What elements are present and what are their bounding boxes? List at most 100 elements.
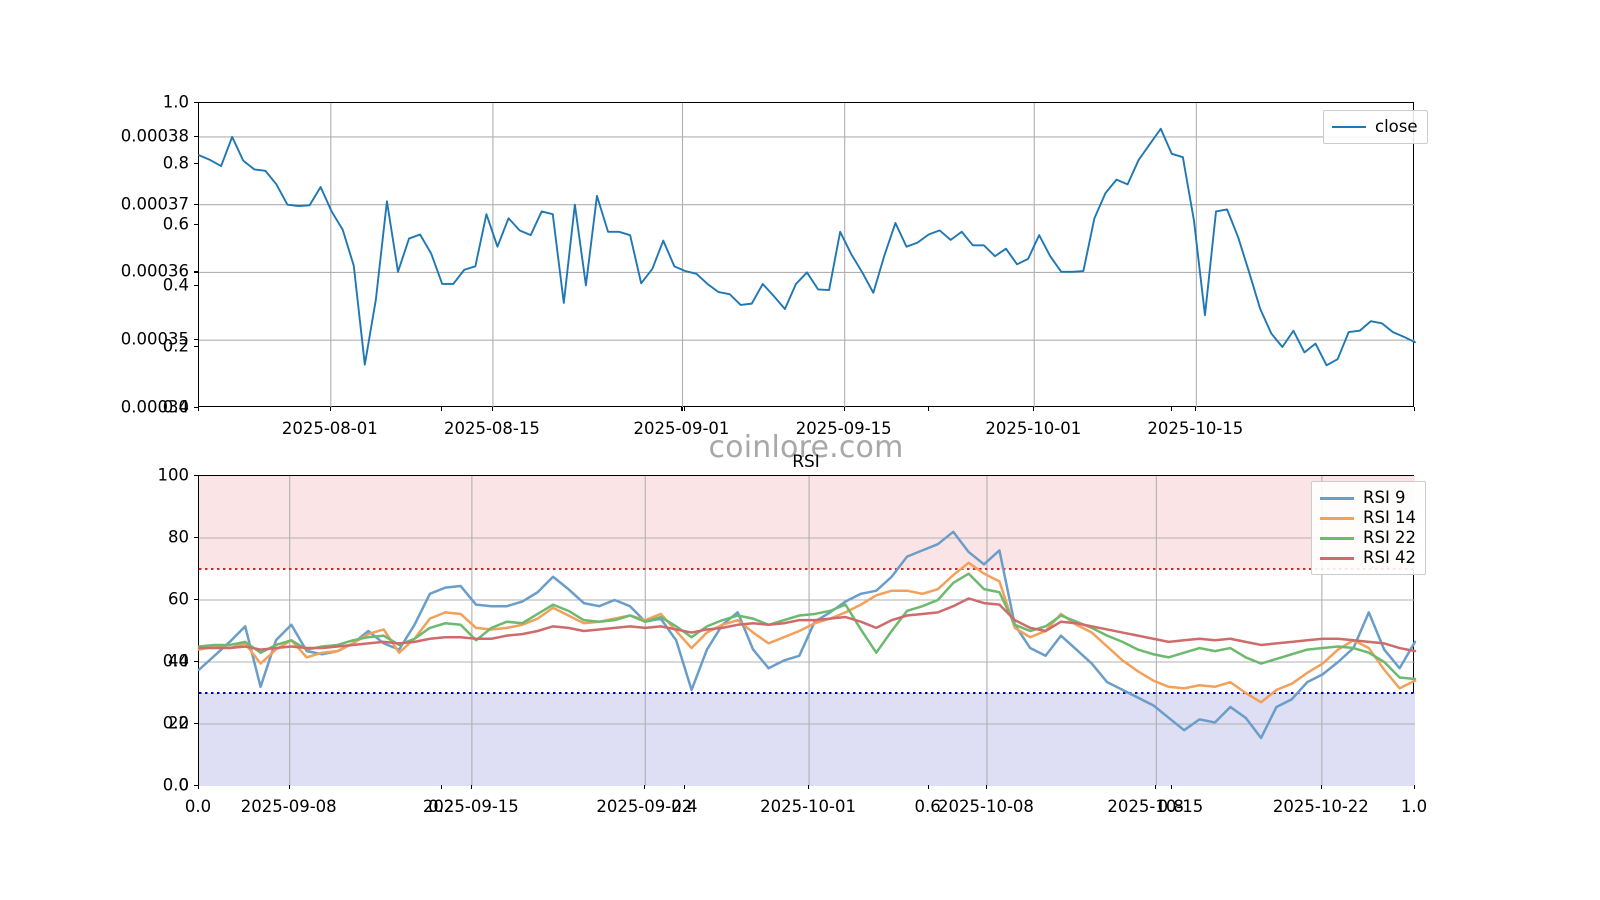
rsi-y-tick-mark	[194, 537, 198, 539]
rsi-x-tick-label: 2025-10-15	[1107, 797, 1204, 816]
price-x-tick-mark	[491, 407, 493, 411]
rsi-secondary-x-tick-mark	[684, 785, 686, 789]
price-secondary-y-tick-mark	[194, 102, 198, 104]
price-y-tick-label: 0.00037	[120, 194, 189, 214]
price-secondary-x-tick-mark	[927, 407, 929, 411]
rsi-secondary-x-tick-label: 1.0	[1400, 797, 1428, 816]
price-y-tick-mark	[194, 203, 198, 205]
price-secondary-x-tick-mark	[1170, 407, 1172, 411]
legend-line-swatch	[1320, 536, 1354, 540]
price-secondary-x-tick-mark	[198, 407, 200, 411]
rsi-14-line	[197, 561, 1417, 704]
rsi-secondary-x-tick-label: 0.6	[914, 797, 941, 816]
rsi-y-tick-mark	[194, 599, 198, 601]
rsi-secondary-x-tick-label: 0.2	[428, 797, 455, 816]
rsi-chart-panel	[197, 475, 1417, 786]
rsi-secondary-x-tick-mark	[198, 785, 200, 789]
price-x-tick-label: 2025-08-15	[443, 419, 540, 438]
price-x-tick-mark	[1033, 407, 1035, 411]
rsi-x-tick-label: 2025-09-08	[240, 797, 337, 816]
rsi-9-line	[197, 530, 1417, 740]
price-secondary-y-tick-label: 1.0	[162, 92, 189, 112]
rsi-secondary-x-tick-label: 0.0	[184, 797, 212, 816]
rsi-y-tick-label: 0	[178, 775, 190, 795]
rsi-chart-legend[interactable]: RSI 9 RSI 14 RSI 22 RSI 42	[1311, 481, 1427, 575]
rsi-x-tick-mark	[1320, 785, 1322, 789]
price-secondary-y-tick-label: 0.8	[162, 153, 189, 173]
price-y-tick-label: 0.00034	[120, 397, 189, 417]
rsi-x-tick-mark	[644, 785, 646, 789]
rsi-y-tick-mark	[194, 723, 198, 725]
legend-item-rsi-42[interactable]: RSI 42	[1320, 548, 1416, 568]
price-secondary-y-tick-label: 0.6	[162, 214, 189, 234]
price-x-tick-mark	[843, 407, 845, 411]
price-secondary-y-tick-label: 0.0	[162, 397, 189, 417]
rsi-y-tick-mark	[194, 785, 198, 787]
close-price-line	[198, 127, 1416, 367]
price-chart-legend[interactable]: close	[1323, 110, 1428, 144]
legend-item-label: RSI 14	[1363, 507, 1417, 527]
rsi-x-tick-mark	[808, 785, 810, 789]
rsi-x-tick-label: 2025-09-15	[422, 797, 519, 816]
rsi-secondary-x-tick-mark	[1414, 785, 1416, 789]
rsi-x-tick-mark	[470, 785, 472, 789]
legend-item-label: close	[1375, 116, 1418, 136]
rsi-secondary-y-tick-label: 0.0	[162, 775, 189, 795]
price-secondary-x-tick-mark	[441, 407, 443, 411]
legend-line-swatch	[1320, 516, 1354, 520]
price-secondary-y-tick-label: 0.4	[162, 275, 189, 295]
price-secondary-y-tick-mark	[194, 407, 198, 409]
price-x-tick-mark	[329, 407, 331, 411]
rsi-y-tick-mark	[194, 661, 198, 663]
rsi-42-line	[197, 597, 1417, 653]
price-secondary-y-tick-mark	[194, 285, 198, 287]
legend-line-swatch	[1332, 126, 1366, 128]
price-secondary-x-tick-mark	[684, 407, 686, 411]
overbought-band	[199, 476, 1415, 569]
rsi-y-tick-label: 20	[168, 713, 189, 733]
rsi-chart-title: RSI	[792, 452, 820, 472]
price-secondary-x-tick-mark	[1414, 407, 1416, 411]
rsi-y-tick-label: 80	[168, 527, 189, 547]
rsi-y-tick-label: 100	[157, 465, 190, 485]
rsi-secondary-x-tick-mark	[441, 785, 443, 789]
oversold-band	[199, 693, 1415, 786]
legend-item-label: RSI 42	[1363, 547, 1417, 567]
price-x-tick-label: 2025-08-01	[281, 419, 378, 438]
price-secondary-y-tick-label: 0.2	[162, 336, 189, 356]
price-chart-panel	[198, 102, 1416, 408]
price-x-tick-mark	[681, 407, 683, 411]
legend-item-rsi-14[interactable]: RSI 14	[1320, 508, 1416, 528]
rsi-x-tick-label: 2025-10-22	[1272, 797, 1369, 816]
price-y-tick-label: 0.00036	[120, 261, 189, 281]
legend-item-close[interactable]: close	[1332, 117, 1418, 137]
rsi-x-tick-mark	[288, 785, 290, 789]
price-x-tick-label: 2025-09-01	[633, 419, 730, 438]
rsi-secondary-y-tick-label: 0.2	[162, 713, 189, 733]
legend-item-rsi-22[interactable]: RSI 22	[1320, 528, 1416, 548]
legend-item-label: RSI 9	[1363, 487, 1406, 507]
rsi-x-tick-mark	[985, 785, 988, 789]
rsi-y-tick-label: 40	[168, 651, 189, 671]
rsi-y-tick-mark	[194, 475, 198, 477]
price-y-tick-label: 0.00035	[120, 329, 189, 349]
legend-item-rsi-9[interactable]: RSI 9	[1320, 488, 1416, 508]
legend-line-swatch	[1320, 496, 1354, 500]
rsi-x-tick-label: 2025-10-01	[760, 797, 857, 816]
price-x-tick-label: 2025-10-15	[1147, 419, 1244, 438]
legend-item-label: RSI 22	[1363, 527, 1417, 547]
price-x-tick-label: 2025-09-15	[795, 419, 892, 438]
price-y-tick-label: 0.00038	[120, 126, 189, 146]
watermark-text: coinlore.com	[708, 430, 904, 465]
price-secondary-y-tick-mark	[194, 224, 198, 226]
price-y-tick-mark	[194, 271, 198, 273]
rsi-x-tick-label: 2025-10-08	[938, 797, 1034, 816]
price-y-tick-mark	[194, 135, 198, 137]
rsi-x-tick-label: 2025-09-22	[596, 797, 693, 816]
rsi-secondary-y-tick-label: 0.4	[162, 651, 189, 671]
price-secondary-y-tick-mark	[194, 346, 198, 348]
price-y-tick-mark	[194, 339, 198, 341]
rsi-y-tick-label: 60	[168, 589, 189, 609]
rsi-x-tick-mark	[1155, 785, 1157, 789]
